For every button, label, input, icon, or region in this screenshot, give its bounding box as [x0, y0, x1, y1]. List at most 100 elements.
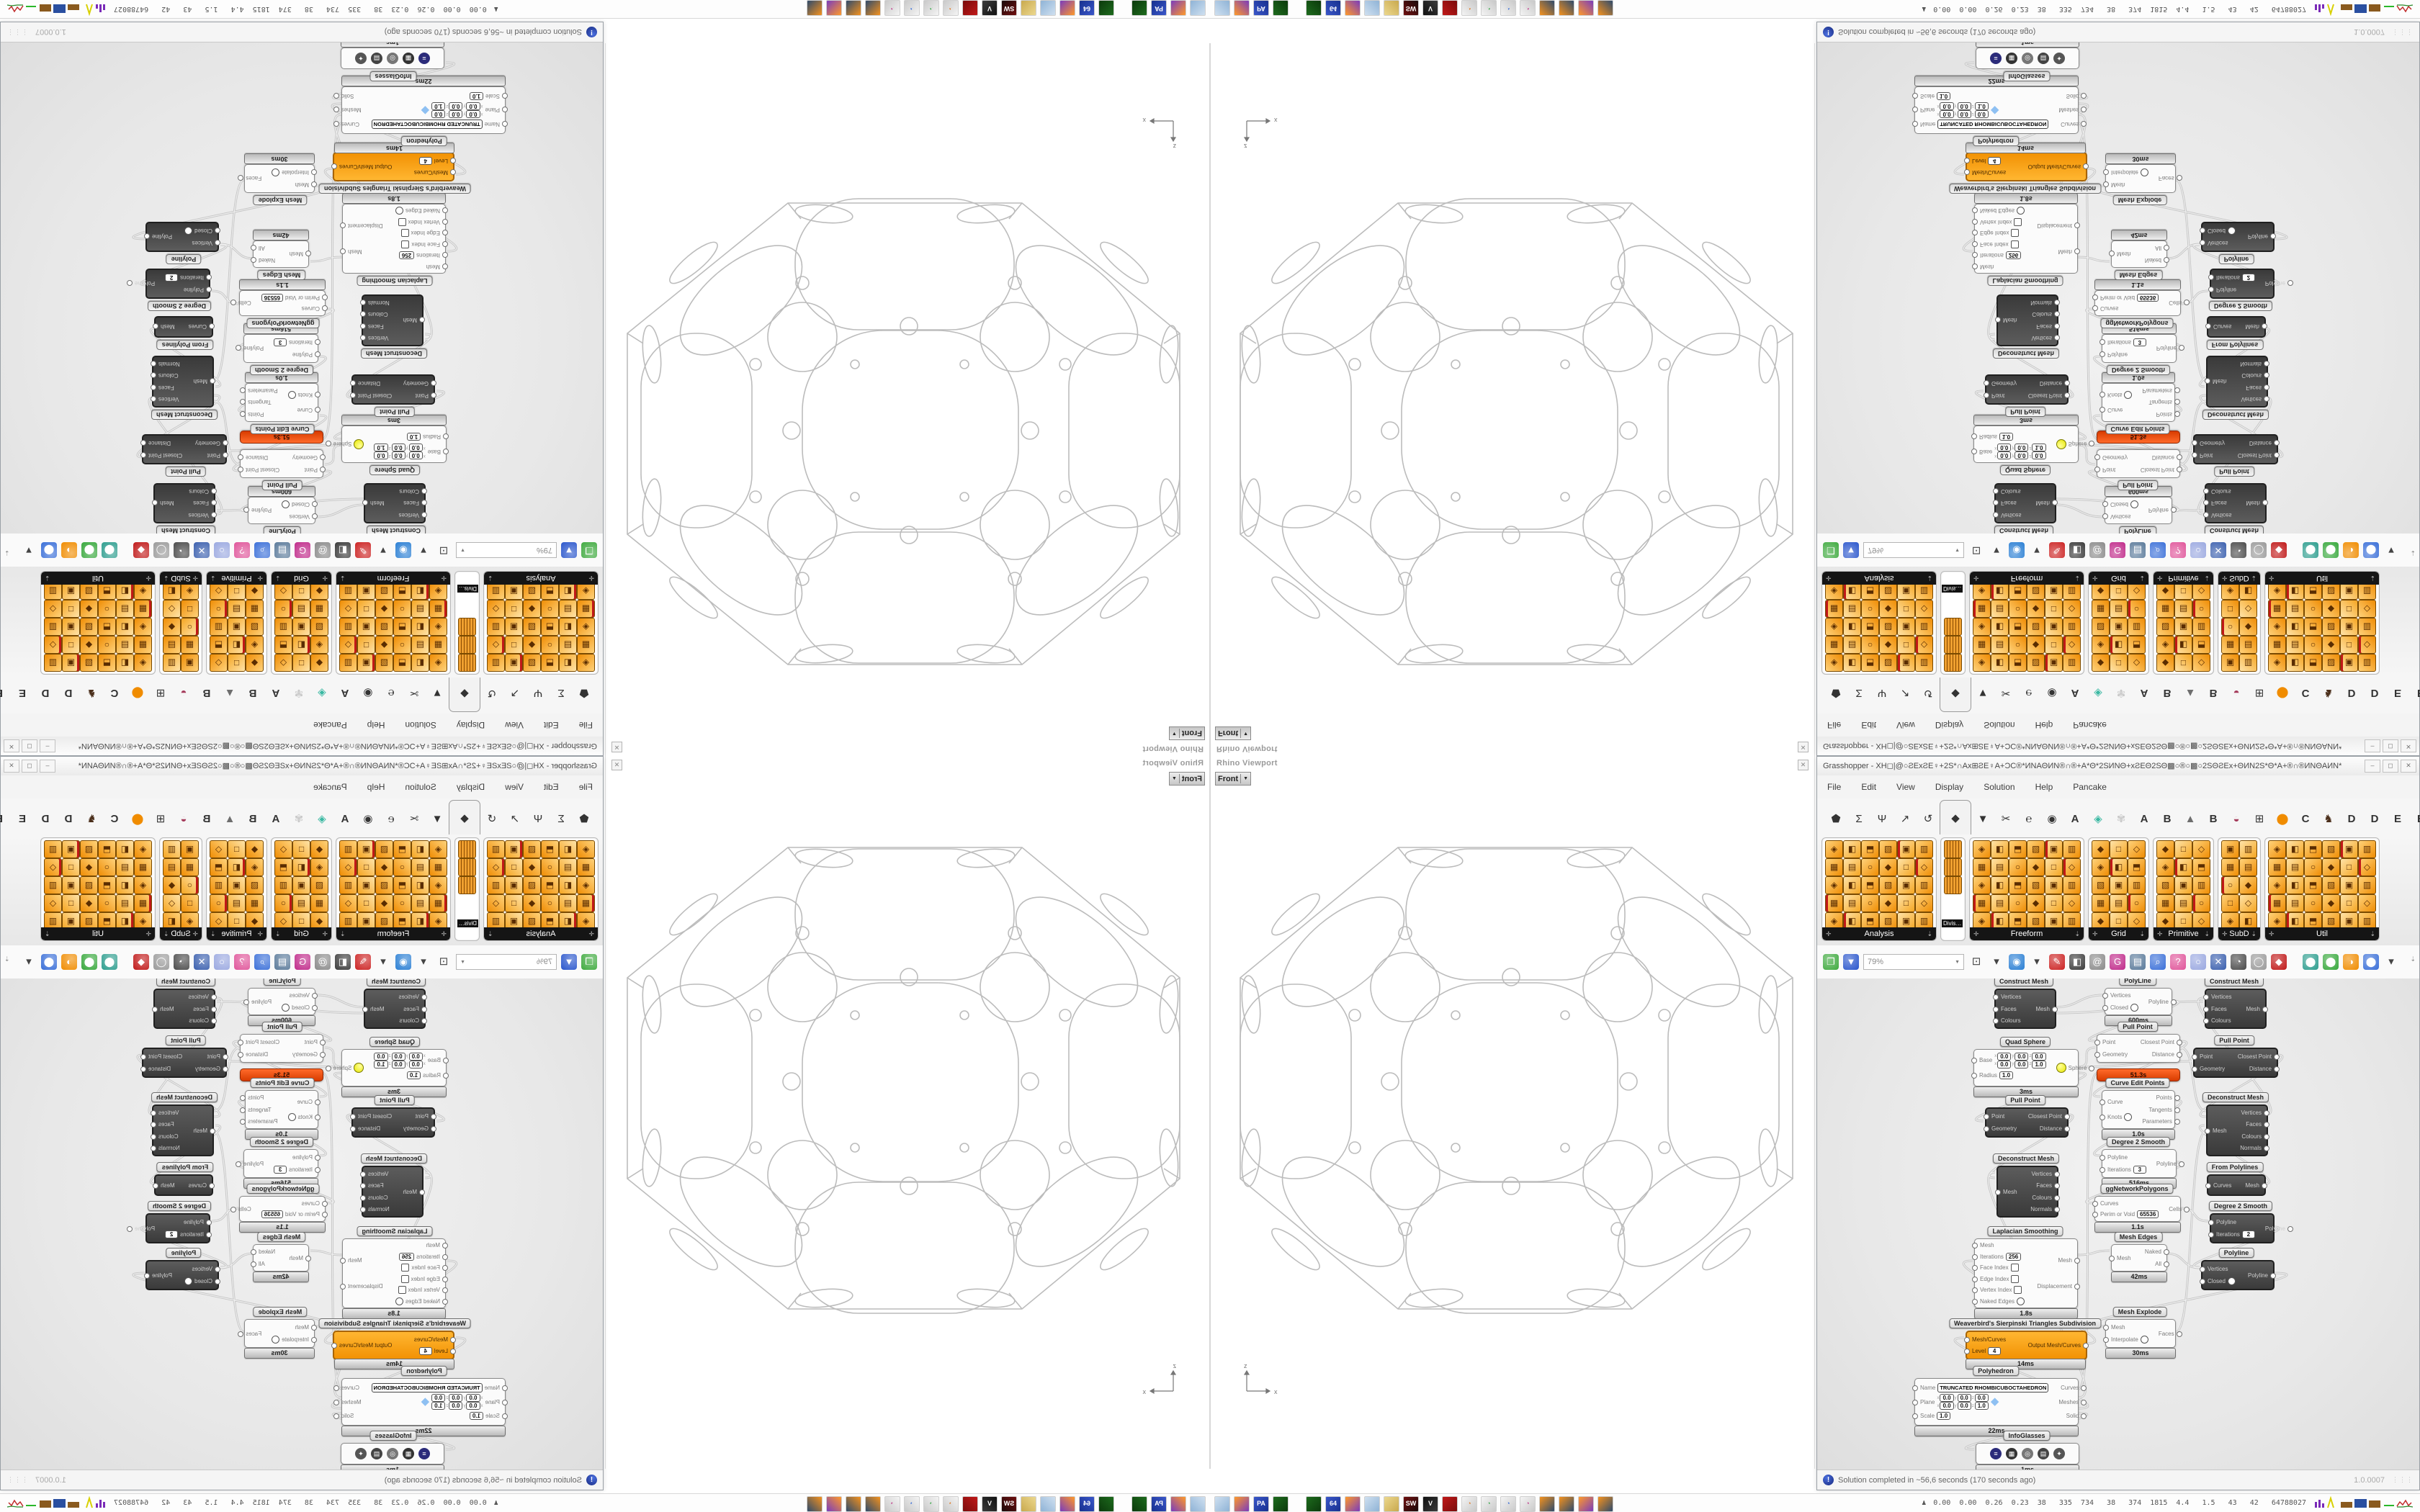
- preview-blue-button[interactable]: ⬤: [2363, 542, 2379, 558]
- tab-21[interactable]: C: [2301, 812, 2310, 825]
- tab-15[interactable]: B: [248, 812, 257, 825]
- value-chip[interactable]: 4: [418, 1347, 432, 1356]
- checkbox[interactable]: [400, 229, 409, 238]
- node-polyline-2[interactable]: Vertices Closed Polyline: [2201, 222, 2275, 252]
- zoom-extents-button[interactable]: ⊡: [1971, 544, 1981, 557]
- value-chip[interactable]: 1.0: [1937, 92, 1951, 101]
- gha-publish-button[interactable]: G: [2110, 954, 2125, 970]
- component-icon[interactable]: ◈: [2268, 618, 2286, 636]
- component-icon[interactable]: ▧: [375, 876, 393, 894]
- component-icon[interactable]: ▣: [2110, 618, 2128, 636]
- tab-20[interactable]: ⬤: [2276, 687, 2289, 699]
- tab-22[interactable]: ♞: [86, 813, 97, 825]
- tab-2[interactable]: Ψ: [533, 812, 543, 825]
- toggle-circle[interactable]: [2124, 1113, 2133, 1122]
- taskbar-icon-console-green[interactable]: [1273, 1496, 1289, 1512]
- component-icon[interactable]: ▤: [559, 636, 577, 654]
- component-icon[interactable]: ▧: [80, 876, 98, 894]
- tab-6[interactable]: ▼: [1977, 687, 1989, 700]
- component-icon[interactable]: ▥: [487, 654, 505, 672]
- component-icon[interactable]: □: [1897, 894, 1915, 912]
- node-mesh-explode[interactable]: Mesh Interpolate Faces: [244, 1319, 315, 1348]
- node-curve-edit-points[interactable]: Curve Knots Points Tangents Parameters: [2102, 383, 2175, 422]
- tab-22[interactable]: ♞: [2323, 813, 2334, 825]
- node-curve-edit-points[interactable]: Curve Knots Points Tangents Parameters: [245, 1090, 318, 1129]
- taskbar-icon-floppy-64[interactable]: 64: [1079, 1496, 1095, 1512]
- component-icon[interactable]: ▤: [559, 894, 577, 912]
- tab-17[interactable]: B: [2209, 812, 2218, 825]
- component-icon[interactable]: □: [228, 654, 246, 672]
- ribbon-panel-footer[interactable]: ✛ Util ⇣: [2265, 572, 2379, 585]
- component-icon[interactable]: □: [357, 894, 375, 912]
- node-label-mesh-explode[interactable]: Mesh Explode: [253, 195, 308, 205]
- node-label-quad-sphere[interactable]: Quad Sphere: [1999, 465, 2051, 475]
- maximize-button[interactable]: ◻: [2383, 760, 2398, 773]
- vector-chip[interactable]: 0.0: [1940, 1402, 1954, 1410]
- taskbar-icon-firefox-2[interactable]: [1345, 1496, 1361, 1512]
- caret-3-button[interactable]: ▾: [2388, 544, 2394, 557]
- preview-half-button[interactable]: ◑: [2343, 542, 2359, 558]
- tab-3[interactable]: ↗: [510, 813, 520, 825]
- node-gg-network-polygons[interactable]: Curves Perim or Void 65536 Cells: [238, 1196, 326, 1222]
- node-label-quad-sphere[interactable]: Quad Sphere: [369, 1037, 421, 1047]
- component-icon[interactable]: [1944, 876, 1962, 894]
- caret-3-button[interactable]: ▾: [2388, 955, 2394, 968]
- close-icon[interactable]: ✕: [611, 760, 622, 770]
- component-icon[interactable]: ▤: [411, 636, 429, 654]
- component-icon[interactable]: ◧: [116, 654, 134, 672]
- component-icon[interactable]: ◧: [116, 840, 134, 858]
- component-icon[interactable]: ⬒: [541, 618, 559, 636]
- component-icon[interactable]: ⬒: [210, 858, 228, 876]
- close-button[interactable]: ✕: [4, 760, 19, 773]
- node-polyhedron[interactable]: Name TRUNCATED RHOMBICUBOCTAHEDRON Plane x 0…: [1912, 1378, 2087, 1426]
- taskbar-icon-red-badge[interactable]: [1442, 0, 1458, 16]
- panel-arrow-icon[interactable]: ⇣: [2370, 575, 2375, 582]
- preview-half-button[interactable]: ◑: [61, 954, 77, 970]
- sketch-pen-button[interactable]: ✎: [355, 542, 371, 558]
- collapsed-panel-label[interactable]: Divis…: [457, 919, 478, 927]
- caret-3-button[interactable]: ▾: [26, 544, 32, 557]
- component-icon[interactable]: ▣: [62, 840, 80, 858]
- node-infoglasses[interactable]: ≡ ▦ ◎ ▤ ✦: [341, 48, 444, 69]
- node-pull-point-1[interactable]: Point Geometry Closest Point Distance: [240, 449, 323, 478]
- tab-17[interactable]: B: [2209, 687, 2218, 700]
- taskbar-icon-firefox-3[interactable]: [826, 0, 842, 16]
- tab-23[interactable]: D: [64, 687, 73, 700]
- preview-green-button[interactable]: ⬤: [2323, 954, 2339, 970]
- panel-arrow-icon[interactable]: ⇣: [2204, 930, 2210, 937]
- component-icon[interactable]: ◈: [577, 840, 595, 858]
- tab-24[interactable]: D: [2370, 687, 2379, 700]
- resize-grip[interactable]: ⋮⋮⋮: [2392, 29, 2414, 36]
- preview-green-button[interactable]: ⬤: [2323, 542, 2339, 558]
- infoglasses-icon-3[interactable]: ▤: [371, 1448, 382, 1459]
- component-icon[interactable]: ▣: [1897, 876, 1915, 894]
- vector-chip[interactable]: 1.0: [2032, 1060, 2046, 1068]
- component-icon[interactable]: ▤: [559, 858, 577, 876]
- value-chip[interactable]: 4: [418, 156, 432, 165]
- component-icon[interactable]: □: [1897, 600, 1915, 618]
- taskbar-icon-blender-2[interactable]: [1559, 0, 1574, 16]
- component-icon[interactable]: □: [2045, 600, 2063, 618]
- doc-export-button[interactable]: ▤: [2130, 542, 2146, 558]
- ribbon-panel-footer[interactable]: ✛ Analysis ⇣: [484, 572, 598, 585]
- component-icon[interactable]: ▦: [2156, 894, 2174, 912]
- component-icon[interactable]: ▤: [116, 636, 134, 654]
- node-deconstruct-mesh-1[interactable]: Mesh Vertices Faces Colours Normals: [1996, 294, 2058, 346]
- node-label-quad-sphere[interactable]: Quad Sphere: [369, 465, 421, 475]
- tab-24[interactable]: D: [2370, 812, 2379, 825]
- node-label-laplacian-smoothing[interactable]: Laplacian Smoothing: [357, 1226, 433, 1236]
- component-icon[interactable]: ⬒: [98, 840, 116, 858]
- menu-item-file[interactable]: File: [1827, 782, 1842, 792]
- tab-3[interactable]: ↗: [1900, 687, 1910, 699]
- component-icon[interactable]: ▤: [228, 600, 246, 618]
- component-icon[interactable]: ▦: [429, 600, 447, 618]
- component-icon[interactable]: ▧: [246, 618, 264, 636]
- node-canvas[interactable]: Construct Mesh Vertices Faces Colours Mesh Po…: [1817, 41, 2419, 534]
- node-label-from-polylines[interactable]: From Polylines: [156, 1162, 214, 1172]
- infoglasses-icon-4[interactable]: ✦: [355, 1448, 367, 1459]
- node-label-pull-point-2[interactable]: Pull Point: [166, 467, 206, 477]
- node-curve-edit-points[interactable]: Curve Knots Points Tangents Parameters: [2099, 1090, 2181, 1129]
- component-icon[interactable]: ○: [1861, 600, 1879, 618]
- ribbon-panel-footer[interactable]: ✛ SubD ⇣: [160, 572, 202, 585]
- preview-blue-button[interactable]: ⬤: [41, 542, 57, 558]
